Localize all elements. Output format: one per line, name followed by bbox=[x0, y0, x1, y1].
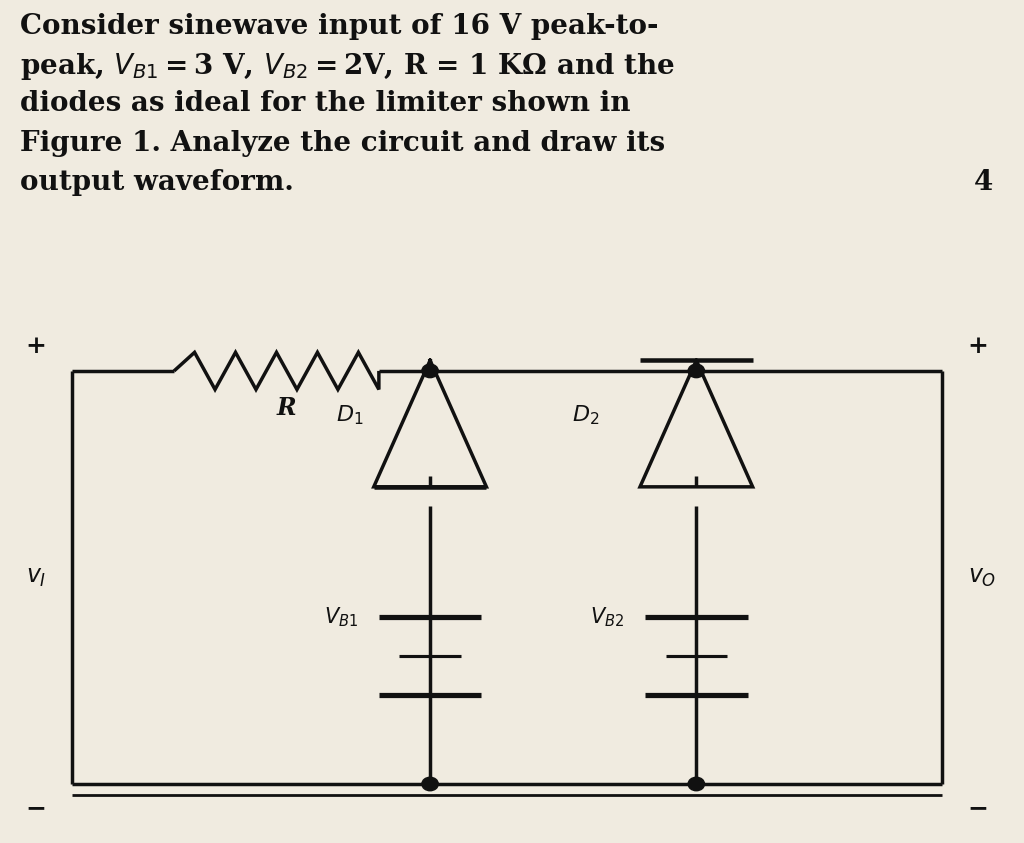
Text: $D_2$: $D_2$ bbox=[571, 404, 599, 427]
Text: output waveform.: output waveform. bbox=[20, 169, 294, 196]
Text: $v_I$: $v_I$ bbox=[26, 566, 46, 589]
Text: 4: 4 bbox=[974, 169, 993, 196]
Circle shape bbox=[688, 364, 705, 378]
Text: $D_1$: $D_1$ bbox=[336, 404, 364, 427]
Text: $V_{B2}$: $V_{B2}$ bbox=[591, 605, 625, 629]
Circle shape bbox=[422, 364, 438, 378]
Text: peak, $V_{B1}$ = 3 V, $V_{B2}$ = 2V, R = 1 KΩ and the: peak, $V_{B1}$ = 3 V, $V_{B2}$ = 2V, R =… bbox=[20, 51, 676, 82]
Circle shape bbox=[422, 777, 438, 791]
Text: −: − bbox=[968, 797, 989, 820]
Text: +: + bbox=[26, 335, 46, 358]
Text: $V_{B1}$: $V_{B1}$ bbox=[325, 605, 358, 629]
Text: R: R bbox=[276, 396, 297, 420]
Text: Consider sinewave input of 16 V peak-to-: Consider sinewave input of 16 V peak-to- bbox=[20, 13, 659, 40]
Text: Figure 1. Analyze the circuit and draw its: Figure 1. Analyze the circuit and draw i… bbox=[20, 130, 666, 157]
Text: +: + bbox=[968, 335, 988, 358]
Text: diodes as ideal for the limiter shown in: diodes as ideal for the limiter shown in bbox=[20, 90, 631, 117]
Text: $v_O$: $v_O$ bbox=[968, 566, 996, 589]
Text: −: − bbox=[25, 797, 46, 820]
Circle shape bbox=[688, 777, 705, 791]
